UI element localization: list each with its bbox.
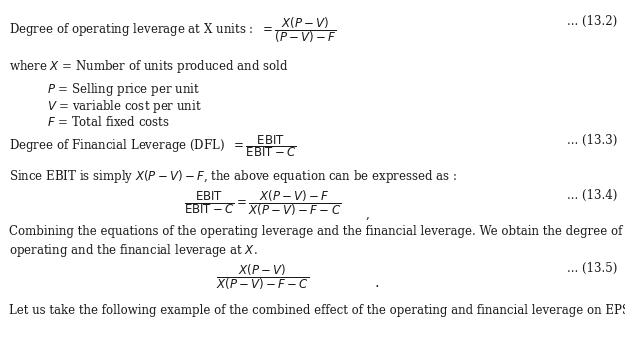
Text: where $X$ = Number of units produced and sold: where $X$ = Number of units produced and… — [9, 58, 289, 75]
Text: Combining the equations of the operating leverage and the financial leverage. We: Combining the equations of the operating… — [9, 225, 625, 238]
Text: $\dfrac{X(P-V)}{X(P-V)-F-C}$: $\dfrac{X(P-V)}{X(P-V)-F-C}$ — [216, 262, 309, 292]
Text: $V$ = variable cost per unit: $V$ = variable cost per unit — [47, 98, 202, 115]
Text: ... (13.4): ... (13.4) — [567, 189, 618, 202]
Text: ... (13.2): ... (13.2) — [568, 15, 618, 28]
Text: ... (13.3): ... (13.3) — [567, 134, 618, 147]
Text: Degree of Financial Leverage (DFL)  $=\dfrac{\mathrm{EBIT}}{\mathrm{EBIT}-C}$: Degree of Financial Leverage (DFL) $=\df… — [9, 134, 297, 159]
Text: $\dfrac{\mathrm{EBIT}}{\mathrm{EBIT}-C}=\dfrac{X(P-V)-F}{X(P-V)-F-C}$: $\dfrac{\mathrm{EBIT}}{\mathrm{EBIT}-C}=… — [184, 189, 341, 218]
Text: Since EBIT is simply $X(P-V)-F$, the above equation can be expressed as :: Since EBIT is simply $X(P-V)-F$, the abo… — [9, 168, 458, 185]
Text: ... (13.5): ... (13.5) — [567, 262, 618, 275]
Text: operating and the financial leverage at $X$.: operating and the financial leverage at … — [9, 242, 258, 259]
Text: .: . — [375, 276, 379, 290]
Text: $F$ = Total fixed costs: $F$ = Total fixed costs — [47, 115, 170, 129]
Text: Degree of operating leverage at X units :  $=\dfrac{X(P-V)}{(P-V)-F}$: Degree of operating leverage at X units … — [9, 15, 337, 45]
Text: $P$ = Selling price per unit: $P$ = Selling price per unit — [47, 81, 200, 98]
Text: Let us take the following example of the combined effect of the operating and fi: Let us take the following example of the… — [9, 304, 625, 317]
Text: ,: , — [366, 208, 369, 221]
